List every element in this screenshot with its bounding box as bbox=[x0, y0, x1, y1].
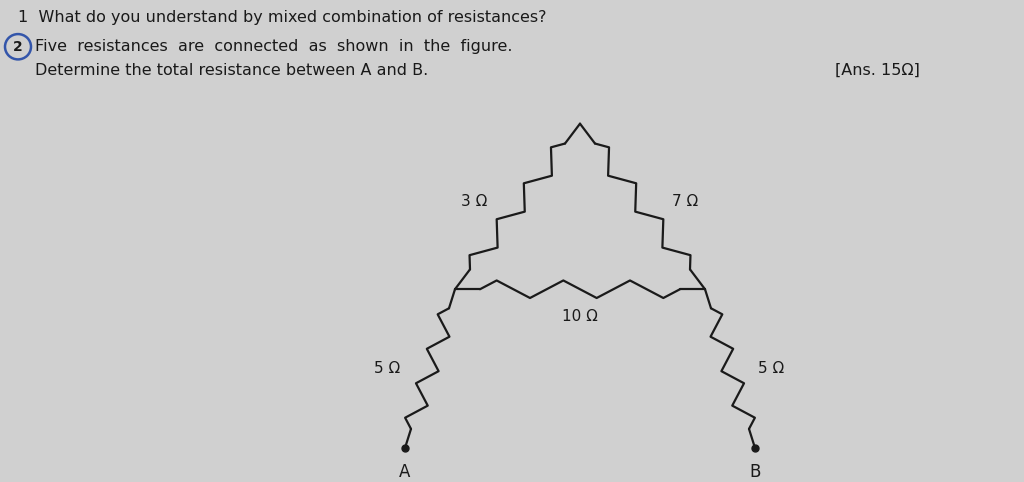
Text: 1  What do you understand by mixed combination of resistances?: 1 What do you understand by mixed combin… bbox=[18, 10, 547, 25]
Text: 3 Ω: 3 Ω bbox=[461, 194, 487, 209]
Text: Five  resistances  are  connected  as  shown  in  the  figure.: Five resistances are connected as shown … bbox=[35, 39, 512, 54]
Text: Determine the total resistance between A and B.: Determine the total resistance between A… bbox=[35, 63, 428, 78]
Text: B: B bbox=[750, 463, 761, 481]
Text: A: A bbox=[399, 463, 411, 481]
Text: [Ans. 15Ω]: [Ans. 15Ω] bbox=[835, 63, 920, 78]
Text: 10 Ω: 10 Ω bbox=[562, 308, 598, 324]
Text: 5 Ω: 5 Ω bbox=[374, 361, 400, 376]
Text: 5 Ω: 5 Ω bbox=[758, 361, 784, 376]
Text: 2: 2 bbox=[13, 40, 23, 54]
Text: 7 Ω: 7 Ω bbox=[673, 194, 698, 209]
